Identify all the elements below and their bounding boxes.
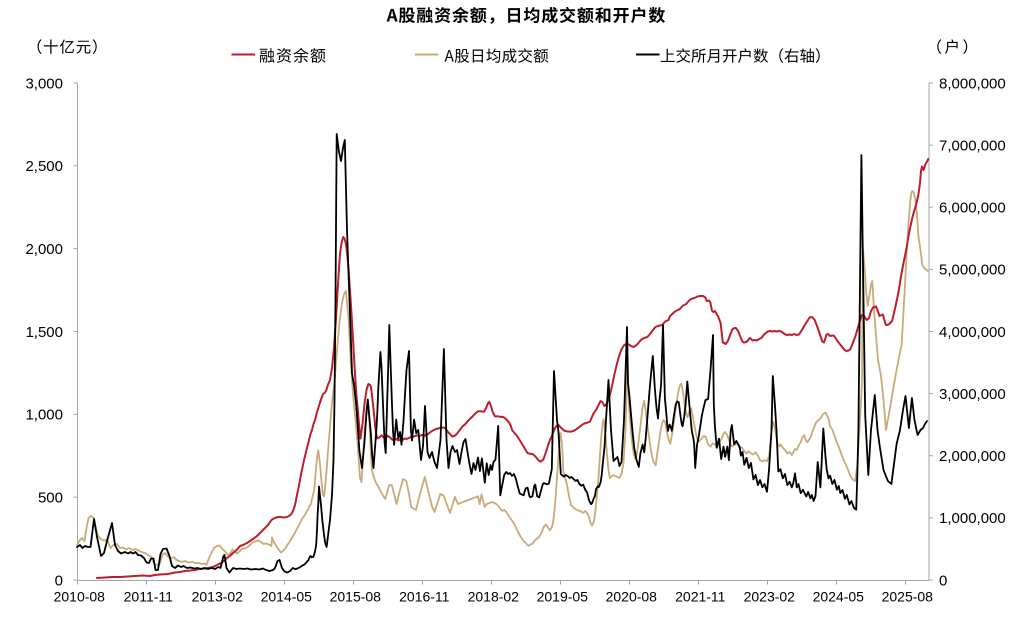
svg-text:4,000,000: 4,000,000 <box>939 324 1006 341</box>
svg-text:2016-11: 2016-11 <box>399 589 450 605</box>
svg-text:0: 0 <box>55 572 63 589</box>
svg-text:1,000: 1,000 <box>25 407 63 424</box>
svg-text:2013-02: 2013-02 <box>192 589 244 605</box>
svg-text:2021-11: 2021-11 <box>675 589 726 605</box>
svg-text:2010-08: 2010-08 <box>54 589 106 605</box>
svg-text:2,000: 2,000 <box>25 241 63 258</box>
svg-text:2019-05: 2019-05 <box>537 589 589 605</box>
svg-text:8,000,000: 8,000,000 <box>939 75 1006 92</box>
svg-text:7,000,000: 7,000,000 <box>939 137 1006 154</box>
svg-text:2014-05: 2014-05 <box>261 589 313 605</box>
svg-text:6,000,000: 6,000,000 <box>939 200 1006 217</box>
svg-text:2020-08: 2020-08 <box>606 589 658 605</box>
svg-text:0: 0 <box>939 572 947 589</box>
svg-text:2023-02: 2023-02 <box>744 589 796 605</box>
svg-text:500: 500 <box>38 490 63 507</box>
svg-text:2018-02: 2018-02 <box>468 589 520 605</box>
svg-text:2,000,000: 2,000,000 <box>939 448 1006 465</box>
svg-text:3,000: 3,000 <box>25 75 63 92</box>
svg-text:2015-08: 2015-08 <box>330 589 382 605</box>
svg-text:2024-05: 2024-05 <box>813 589 865 605</box>
svg-text:2025-08: 2025-08 <box>882 589 934 605</box>
svg-text:5,000,000: 5,000,000 <box>939 262 1006 279</box>
svg-text:2011-11: 2011-11 <box>124 589 174 605</box>
svg-text:3,000,000: 3,000,000 <box>939 386 1006 403</box>
svg-text:1,000,000: 1,000,000 <box>939 510 1006 527</box>
svg-text:2,500: 2,500 <box>25 158 63 175</box>
svg-text:1,500: 1,500 <box>25 324 63 341</box>
